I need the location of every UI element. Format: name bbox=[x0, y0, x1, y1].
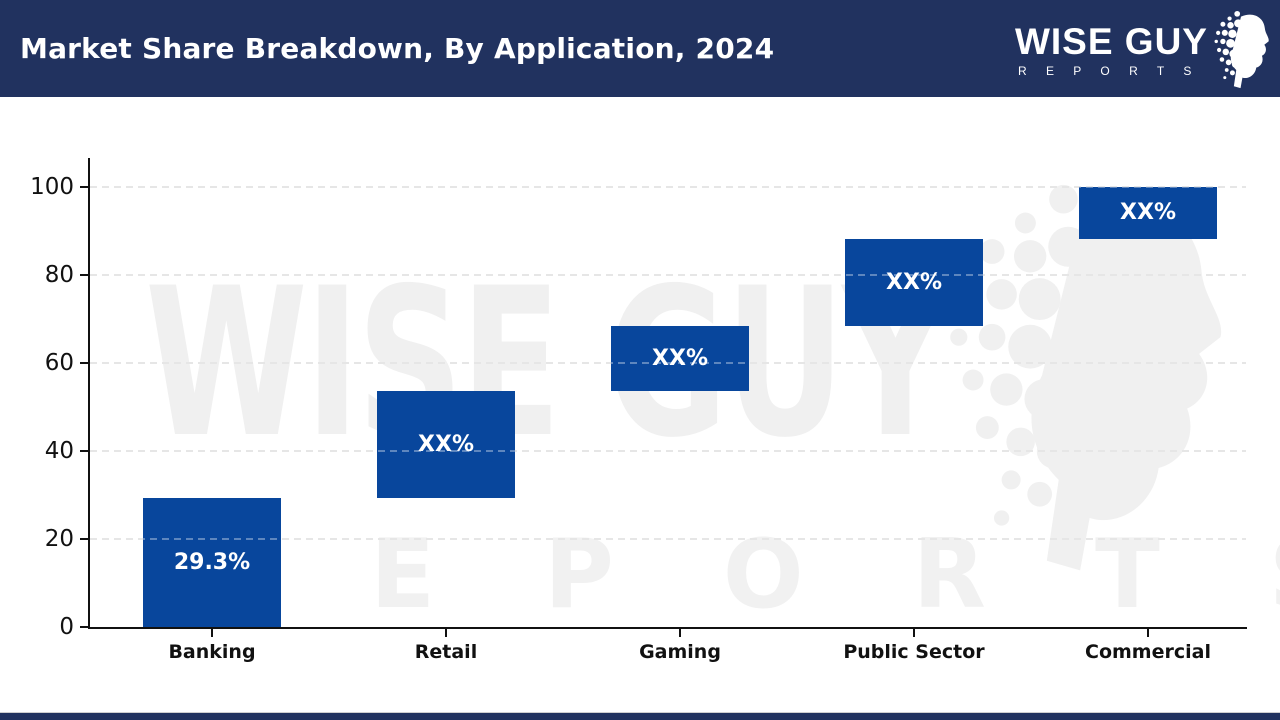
bar-value-label: XX% bbox=[652, 345, 708, 371]
y-axis-line bbox=[88, 158, 90, 629]
y-tick-label-20: 20 bbox=[44, 526, 74, 552]
gridline-overlay-100 bbox=[90, 186, 1246, 188]
x-label-banking: Banking bbox=[168, 641, 256, 663]
brand-name: WISE GUY bbox=[1014, 20, 1208, 62]
gridline-80 bbox=[90, 274, 1246, 276]
gridline-20 bbox=[90, 538, 1246, 540]
gridline-100 bbox=[90, 186, 1246, 188]
footer-bar bbox=[0, 713, 1280, 720]
y-tick-label-80: 80 bbox=[44, 262, 74, 288]
gridline-overlay-40 bbox=[90, 450, 1246, 452]
brand-logo-text: WISE GUY R E P O R T S bbox=[1015, 23, 1208, 78]
y-tick-60 bbox=[80, 362, 89, 364]
gridline-40 bbox=[90, 450, 1246, 452]
x-axis-line bbox=[88, 627, 1247, 629]
header-bar: Market Share Breakdown, By Application, … bbox=[0, 0, 1280, 97]
y-tick-0 bbox=[80, 626, 89, 628]
gridline-overlay-80 bbox=[90, 274, 1246, 276]
bar-value-label: 29.3% bbox=[173, 549, 251, 575]
x-tick-4 bbox=[1147, 629, 1149, 637]
bar-commercial bbox=[1079, 187, 1217, 240]
bar-public-sector bbox=[845, 239, 983, 327]
gridline-overlay-60 bbox=[90, 362, 1246, 364]
y-tick-label-0: 0 bbox=[59, 614, 74, 640]
watermark-text: WISE GUY bbox=[145, 245, 949, 483]
bar-value-label: XX% bbox=[418, 431, 474, 457]
x-tick-0 bbox=[211, 629, 213, 637]
y-tick-20 bbox=[80, 538, 89, 540]
y-tick-100 bbox=[80, 186, 89, 188]
y-tick-80 bbox=[80, 274, 89, 276]
x-label-commercial: Commercial bbox=[1085, 641, 1211, 663]
bottom-divider bbox=[0, 712, 1280, 713]
x-tick-3 bbox=[913, 629, 915, 637]
y-tick-label-100: 100 bbox=[30, 174, 74, 200]
y-tick-40 bbox=[80, 450, 89, 452]
y-tick-label-40: 40 bbox=[44, 438, 74, 464]
y-tick-label-60: 60 bbox=[44, 350, 74, 376]
bar-gaming bbox=[611, 326, 749, 392]
bar-retail bbox=[377, 391, 515, 499]
watermark-subtext: R E P O R T S bbox=[188, 520, 1280, 630]
brand-subtitle: R E P O R T S bbox=[1017, 63, 1200, 78]
bar-banking bbox=[143, 498, 281, 627]
gridline-overlay-20 bbox=[90, 538, 1246, 540]
x-tick-2 bbox=[679, 629, 681, 637]
bar-value-label: XX% bbox=[1120, 200, 1176, 226]
brand-logo: WISE GUY R E P O R T S bbox=[1015, 10, 1272, 90]
bar-value-label: XX% bbox=[886, 269, 942, 295]
wise-guy-head-icon bbox=[1210, 10, 1272, 90]
chart-title: Market Share Breakdown, By Application, … bbox=[20, 32, 775, 65]
x-tick-1 bbox=[445, 629, 447, 637]
x-label-gaming: Gaming bbox=[639, 641, 721, 663]
x-label-retail: Retail bbox=[414, 641, 478, 663]
x-label-public-sector: Public Sector bbox=[843, 641, 985, 663]
